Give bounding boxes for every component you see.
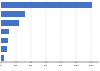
Bar: [1, 38, 8, 43]
Bar: [1, 2, 92, 8]
Bar: [1, 46, 7, 52]
Bar: [1, 55, 4, 61]
Bar: [1, 20, 19, 26]
Bar: [1, 11, 25, 17]
Bar: [1, 29, 9, 34]
